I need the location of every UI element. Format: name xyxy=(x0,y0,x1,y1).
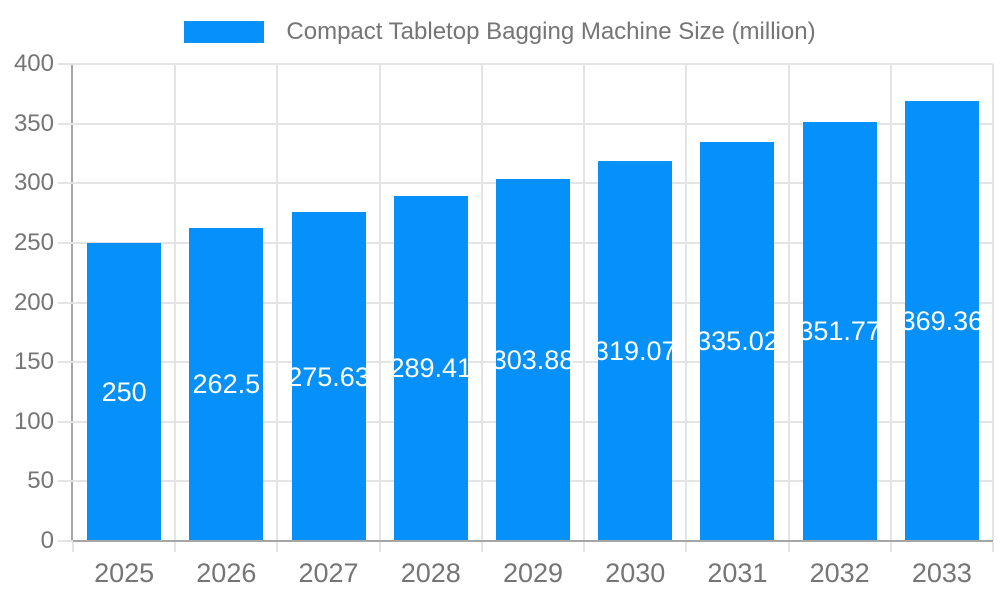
y-axis-tick xyxy=(58,63,73,65)
bar-value-label: 303.88 xyxy=(491,344,575,375)
x-tick-label: 2027 xyxy=(298,558,359,588)
bar-value-label: 250 xyxy=(101,376,147,407)
y-tick-label: 0 xyxy=(40,527,54,554)
y-axis-tick xyxy=(58,241,73,244)
x-tick-label: 2030 xyxy=(605,558,666,588)
bar[interactable] xyxy=(393,195,468,541)
bar-value-label: 335.02 xyxy=(696,326,779,357)
x-axis-tick xyxy=(583,542,586,552)
x-axis-tick xyxy=(276,542,279,552)
bar[interactable] xyxy=(189,227,264,541)
x-gridline xyxy=(889,64,892,541)
bar-value-label: 351.77 xyxy=(798,316,881,347)
y-tick-label: 400 xyxy=(13,50,54,77)
x-axis-tick xyxy=(787,542,790,552)
x-tick-label: 2025 xyxy=(94,558,155,588)
y-tick-label: 200 xyxy=(13,288,54,316)
y-gridline xyxy=(73,63,993,65)
legend[interactable]: Compact Tabletop Bagging Machine Size (m… xyxy=(0,18,1000,45)
y-axis-tick xyxy=(58,301,73,304)
y-tick-label: 150 xyxy=(13,348,54,376)
bar[interactable] xyxy=(496,178,570,541)
y-axis-tick xyxy=(58,480,73,483)
y-axis-tick xyxy=(58,420,73,423)
x-tick-label: 2026 xyxy=(196,558,257,588)
y-axis-tick xyxy=(58,122,73,125)
bar[interactable] xyxy=(700,141,775,541)
y-tick-label: 250 xyxy=(13,228,54,256)
x-axis-tick xyxy=(685,542,688,552)
plot-area: 250 262.5 275.63 289.41 303.88 319.07 335.02 35… xyxy=(73,63,994,541)
x-gridline xyxy=(685,64,688,541)
legend-swatch xyxy=(184,21,265,43)
y-tick-label: 50 xyxy=(27,467,54,495)
bar[interactable] xyxy=(291,212,366,541)
x-gridline xyxy=(174,64,177,541)
x-tick-label: 2033 xyxy=(911,558,972,588)
x-gridline xyxy=(992,64,994,541)
x-gridline xyxy=(787,64,790,541)
y-tick-label: 350 xyxy=(13,109,54,137)
y-gridline xyxy=(73,122,993,125)
x-axis-tick xyxy=(378,542,381,552)
y-tick-label: 300 xyxy=(13,169,54,197)
bar-value-label: 319.07 xyxy=(593,335,677,366)
x-gridline xyxy=(480,64,483,541)
y-tick-label: 100 xyxy=(13,407,54,435)
x-tick-label: 2029 xyxy=(502,558,564,588)
bar[interactable] xyxy=(904,100,979,541)
x-gridline xyxy=(583,64,586,541)
x-axis-tick xyxy=(992,542,994,552)
x-axis-tick xyxy=(480,542,483,552)
bar-value-label: 275.63 xyxy=(287,361,370,392)
y-axis-tick xyxy=(58,540,73,542)
bar-value-label: 262.5 xyxy=(192,369,261,400)
legend-label: Compact Tabletop Bagging Machine Size (m… xyxy=(286,18,816,45)
bar-value-label: 289.41 xyxy=(389,353,473,384)
x-axis-tick xyxy=(889,542,892,552)
x-tick-label: 2032 xyxy=(809,558,870,588)
bar-value-label: 369.36 xyxy=(900,305,984,336)
bar[interactable] xyxy=(87,242,162,541)
y-axis-tick xyxy=(58,361,73,364)
x-axis-line xyxy=(71,540,993,542)
y-axis-tick xyxy=(58,182,73,185)
bar[interactable] xyxy=(598,160,673,541)
bar[interactable] xyxy=(802,121,877,541)
x-gridline xyxy=(378,64,381,541)
x-axis-tick xyxy=(174,542,177,552)
x-tick-label: 2031 xyxy=(707,558,768,588)
x-tick-label: 2028 xyxy=(400,558,461,588)
x-gridline xyxy=(276,64,279,541)
x-axis-tick xyxy=(72,542,74,552)
